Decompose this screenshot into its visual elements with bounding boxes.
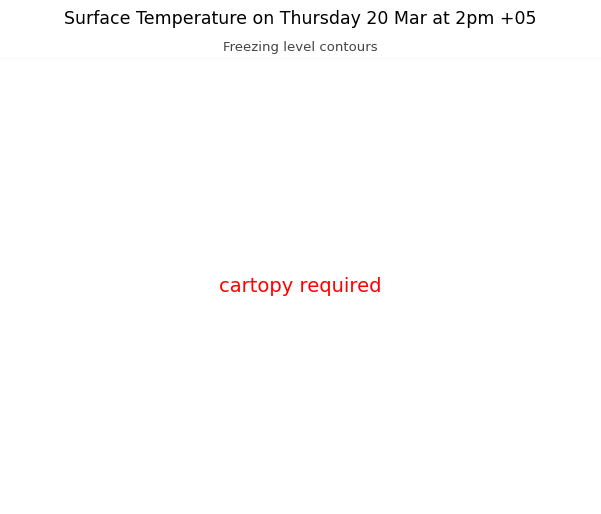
Text: Surface Temperature on Thursday 20 Mar at 2pm +05: Surface Temperature on Thursday 20 Mar a… [64,10,537,28]
Text: Freezing level contours: Freezing level contours [223,41,378,54]
Text: cartopy required: cartopy required [219,277,382,296]
